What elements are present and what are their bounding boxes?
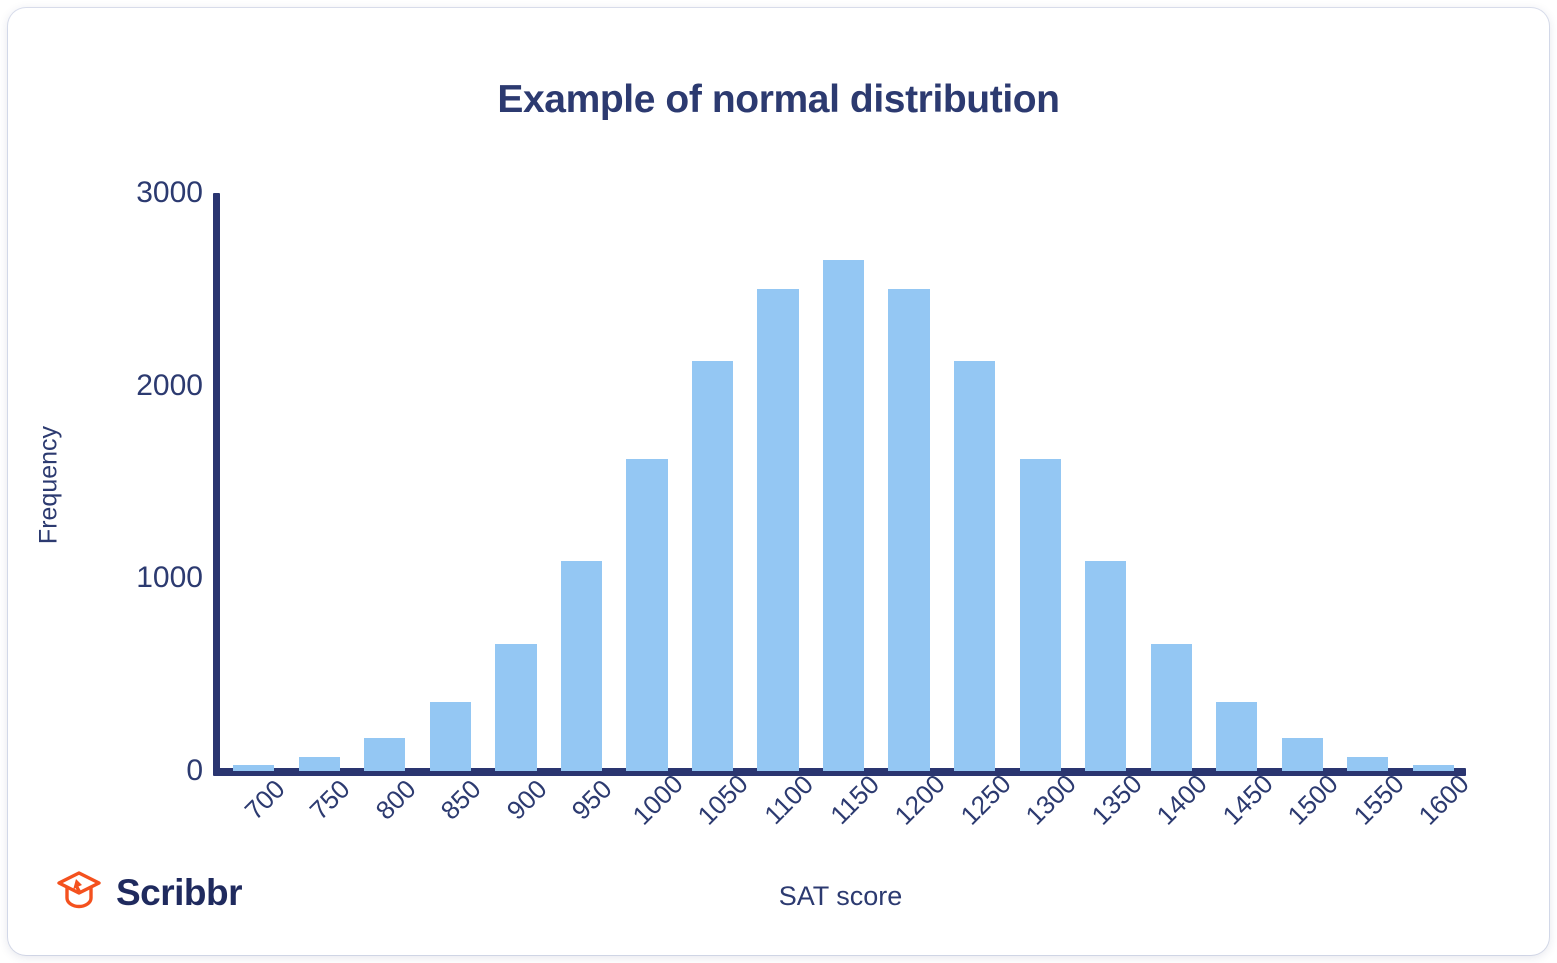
brand-name: Scribbr xyxy=(116,871,243,913)
bar-slot xyxy=(876,193,942,771)
x-tick-slot: 850 xyxy=(418,774,487,873)
bar[interactable] xyxy=(1281,738,1323,771)
x-tick-label: 900 xyxy=(500,773,553,826)
x-tick-label: 750 xyxy=(303,773,356,826)
bar-slot xyxy=(352,193,418,771)
x-tick-label: 700 xyxy=(238,773,291,826)
bar[interactable] xyxy=(822,260,865,771)
x-tick-slot: 1250 xyxy=(942,769,1016,873)
x-tick-slot: 900 xyxy=(483,774,553,873)
x-tick-slot: 1450 xyxy=(1204,769,1278,873)
bar[interactable] xyxy=(888,289,930,771)
x-tick-slot: 1100 xyxy=(745,769,819,873)
bar-slot xyxy=(745,193,811,771)
bar[interactable] xyxy=(626,458,668,771)
bar-slot xyxy=(1138,193,1204,771)
bar-slot xyxy=(942,193,1008,771)
bar[interactable] xyxy=(298,756,340,771)
x-tick-slot: 1550 xyxy=(1335,769,1409,873)
scribbr-logo: Scribbr xyxy=(56,870,243,915)
bar-slot xyxy=(1204,193,1270,771)
y-tick-label: 2000 xyxy=(136,368,203,402)
bar-series xyxy=(221,193,1466,771)
bar[interactable] xyxy=(691,360,734,771)
bar-slot xyxy=(1073,193,1139,771)
bar-slot xyxy=(1401,193,1467,771)
y-axis-title: Frequency xyxy=(34,425,63,545)
bar[interactable] xyxy=(495,643,537,771)
bar[interactable] xyxy=(1150,643,1192,771)
bar-slot xyxy=(221,193,287,771)
bar[interactable] xyxy=(953,360,996,771)
x-tick-slot: 750 xyxy=(287,774,356,873)
x-tick-label: 800 xyxy=(369,773,422,826)
bar[interactable] xyxy=(1347,756,1389,771)
x-tick-slot: 1150 xyxy=(811,769,885,873)
page-title: Example of normal distribution xyxy=(497,78,1060,121)
graduation-cap-icon xyxy=(56,870,102,915)
bar[interactable] xyxy=(1216,701,1258,771)
x-tick-slot: 700 xyxy=(221,774,290,873)
x-tick-slot: 1350 xyxy=(1073,769,1147,873)
x-tick-slot: 1300 xyxy=(1007,769,1082,873)
y-tick-label: 0 xyxy=(186,754,203,787)
bar[interactable] xyxy=(560,561,603,771)
y-tick-label: 3000 xyxy=(136,176,203,209)
bar-slot xyxy=(614,193,680,771)
x-tick-slot: 1600 xyxy=(1401,769,1475,873)
chart-card: Example of normal distribution 0 1000 2000… xyxy=(8,8,1549,955)
y-tick-label: 1000 xyxy=(136,561,203,595)
bar[interactable] xyxy=(1019,458,1061,771)
bar-slot xyxy=(1270,193,1336,771)
bar-slot xyxy=(287,193,353,771)
bar-slot xyxy=(680,193,746,771)
x-axis-title: SAT score xyxy=(778,881,903,911)
y-axis-line xyxy=(213,193,220,775)
bar[interactable] xyxy=(364,738,406,771)
x-tick-slot: 950 xyxy=(549,774,618,873)
x-axis-ticks: 700 750 800 850 900 950 1000 1050 1100 1150 1200 12… xyxy=(221,769,1475,873)
x-tick-label: 1600 xyxy=(1412,768,1475,831)
bar[interactable] xyxy=(233,765,275,771)
x-tick-label: 850 xyxy=(435,773,487,826)
bar[interactable] xyxy=(1412,765,1454,771)
x-tick-slot: 1050 xyxy=(680,769,754,873)
bar-slot xyxy=(1335,193,1401,771)
bar-slot xyxy=(483,193,549,771)
bar[interactable] xyxy=(429,701,471,771)
x-tick-label: 950 xyxy=(566,773,618,826)
bar[interactable] xyxy=(1085,561,1127,771)
bar-slot xyxy=(418,193,484,771)
x-tick-slot: 1200 xyxy=(876,769,951,873)
x-tick-slot: 1500 xyxy=(1270,769,1344,873)
bar-slot xyxy=(549,193,615,771)
plot-area: 0 1000 2000 3000 Frequency 700 750 800 850 900 9… xyxy=(35,176,1475,831)
bar-slot xyxy=(811,193,877,771)
y-axis-ticks: 0 1000 2000 3000 xyxy=(53,176,203,787)
x-tick-slot: 800 xyxy=(352,774,421,873)
x-axis-line xyxy=(213,768,1466,776)
x-tick-slot: 1400 xyxy=(1138,769,1213,873)
bar-slot xyxy=(1007,193,1073,771)
x-tick-slot: 1000 xyxy=(614,769,689,873)
bar[interactable] xyxy=(757,289,799,771)
